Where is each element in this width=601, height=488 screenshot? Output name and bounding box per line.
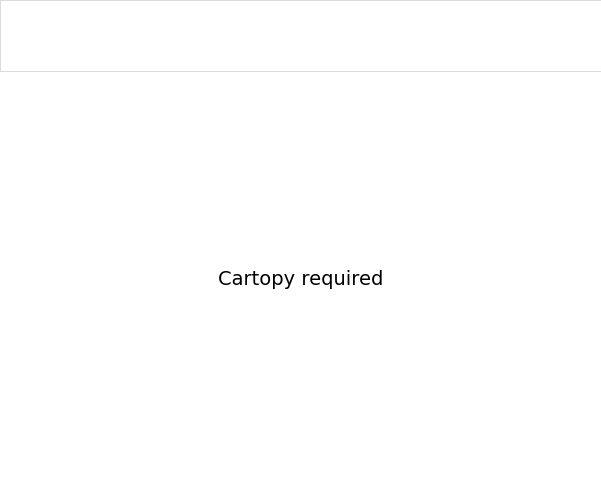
Text: Surface Temperature on Monday 09 Dec at 8pm AEDT: Surface Temperature on Monday 09 Dec at … bbox=[76, 13, 525, 31]
Text: Freezing level contours: Freezing level contours bbox=[228, 45, 373, 58]
Text: Cartopy required: Cartopy required bbox=[218, 270, 383, 289]
